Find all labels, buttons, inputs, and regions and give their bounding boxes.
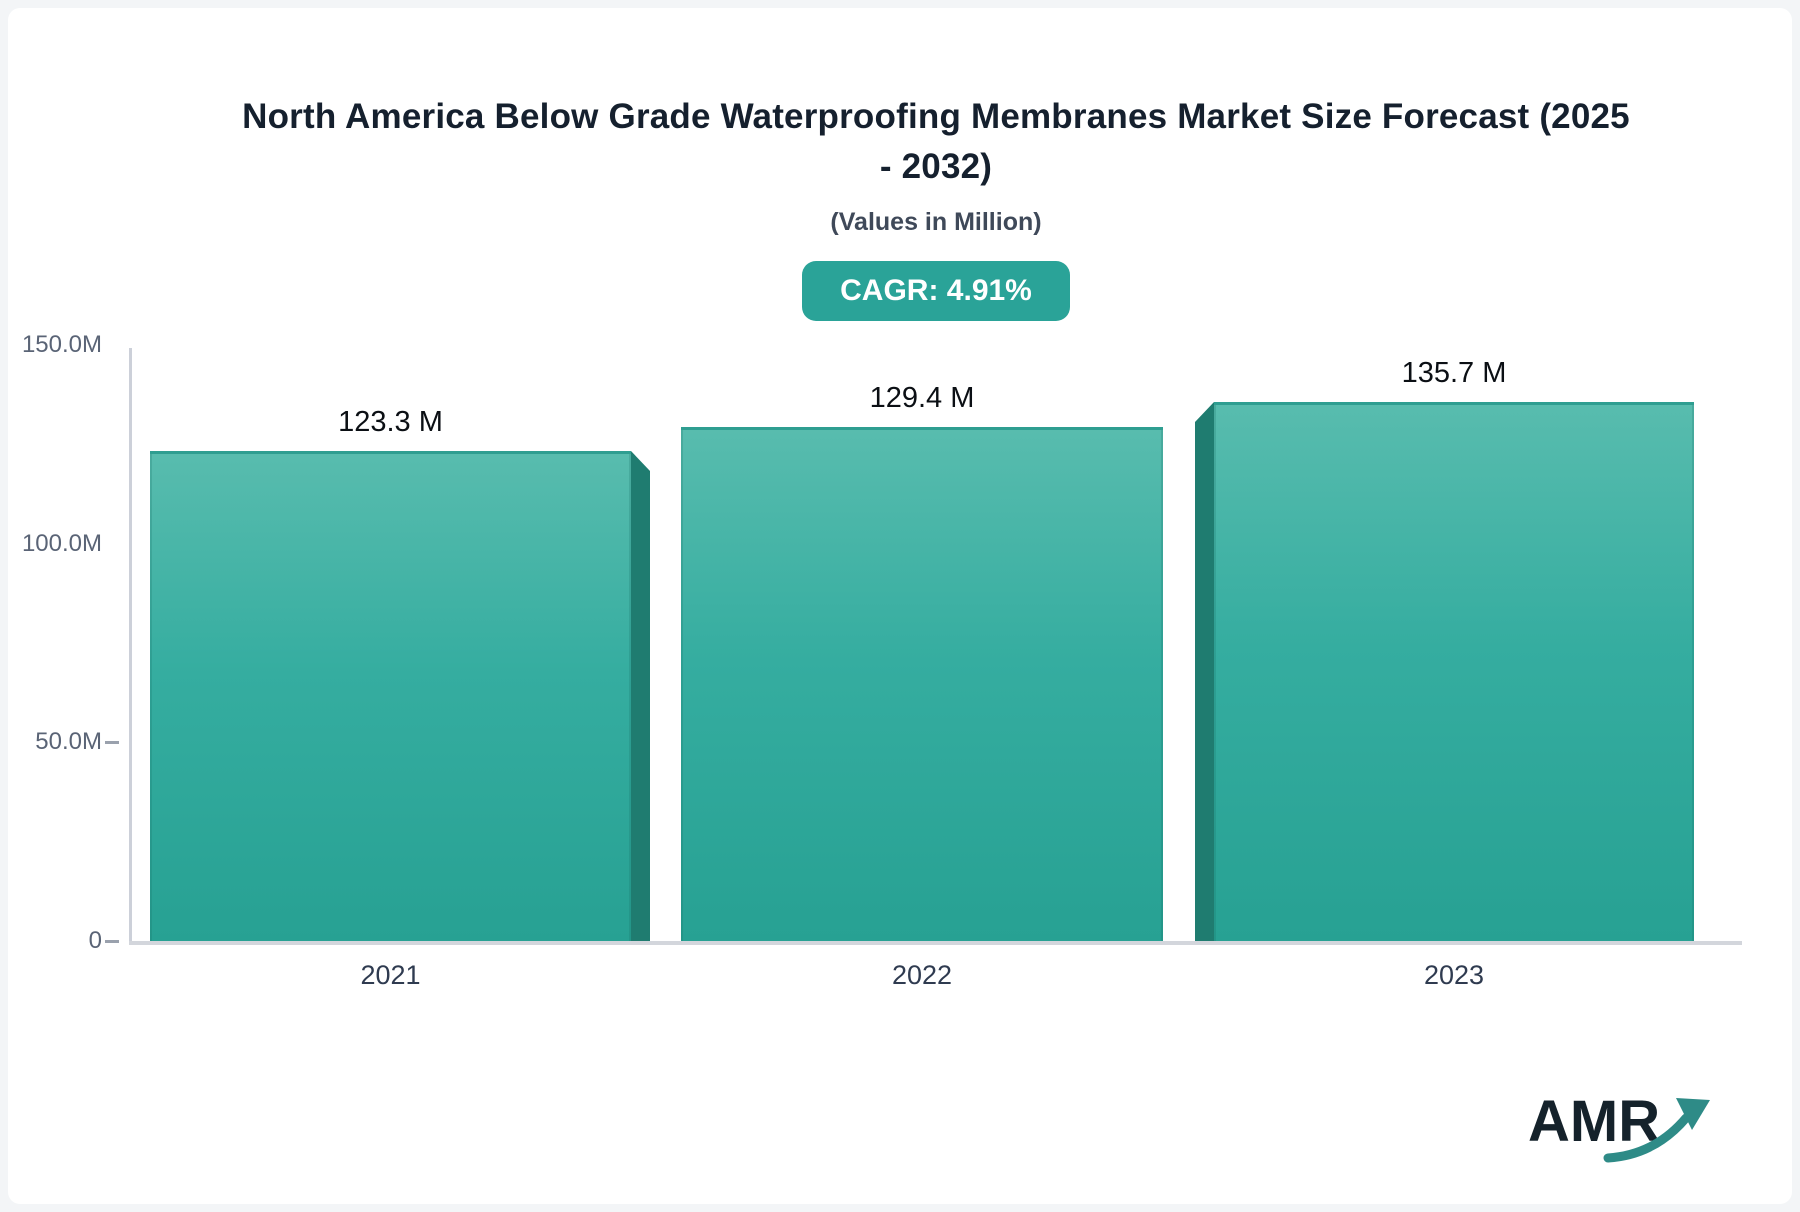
x-axis-category-label: 2023 (1423, 960, 1485, 990)
y-axis-tick-label: 100.0M (21, 530, 102, 557)
chart-title: North America Below Grade Waterproofing … (72, 92, 1800, 192)
bar-value-label: 135.7 M (1401, 357, 1507, 389)
y-axis-tick-mark (105, 940, 119, 943)
y-axis-tick-label: 50.0M (35, 728, 102, 755)
x-axis-category-label: 2021 (360, 960, 421, 990)
bar-value-label: 123.3 M (338, 406, 443, 438)
bar-3d-side (1195, 402, 1214, 941)
amr-logo-text: AMR (1528, 1089, 1661, 1154)
chart-title-line2: - 2032) (879, 147, 993, 186)
bar-3d-side (631, 451, 650, 941)
y-axis-tick-label: 150.0M (21, 331, 102, 358)
y-axis-tick-mark (105, 741, 119, 744)
y-axis-tick-label: 0 (88, 927, 102, 954)
chart-subtitle: (Values in Million) (830, 208, 1042, 236)
trending-up-arrow-icon (1603, 1098, 1710, 1163)
chart-header: North America Below Grade Waterproofing … (72, 92, 1800, 321)
x-axis-line (129, 941, 1742, 945)
y-axis-line (129, 348, 132, 943)
bar-2023 (1214, 402, 1694, 941)
amr-logo: AMR (1528, 1088, 1728, 1178)
cagr-badge: CAGR: 4.91% (802, 261, 1070, 321)
x-axis-category-label: 2022 (891, 960, 953, 990)
bar-2021 (150, 451, 631, 941)
bar-2022 (681, 427, 1163, 941)
bar-value-label: 129.4 M (869, 382, 975, 414)
chart-title-line1: North America Below Grade Waterproofing … (242, 97, 1630, 136)
